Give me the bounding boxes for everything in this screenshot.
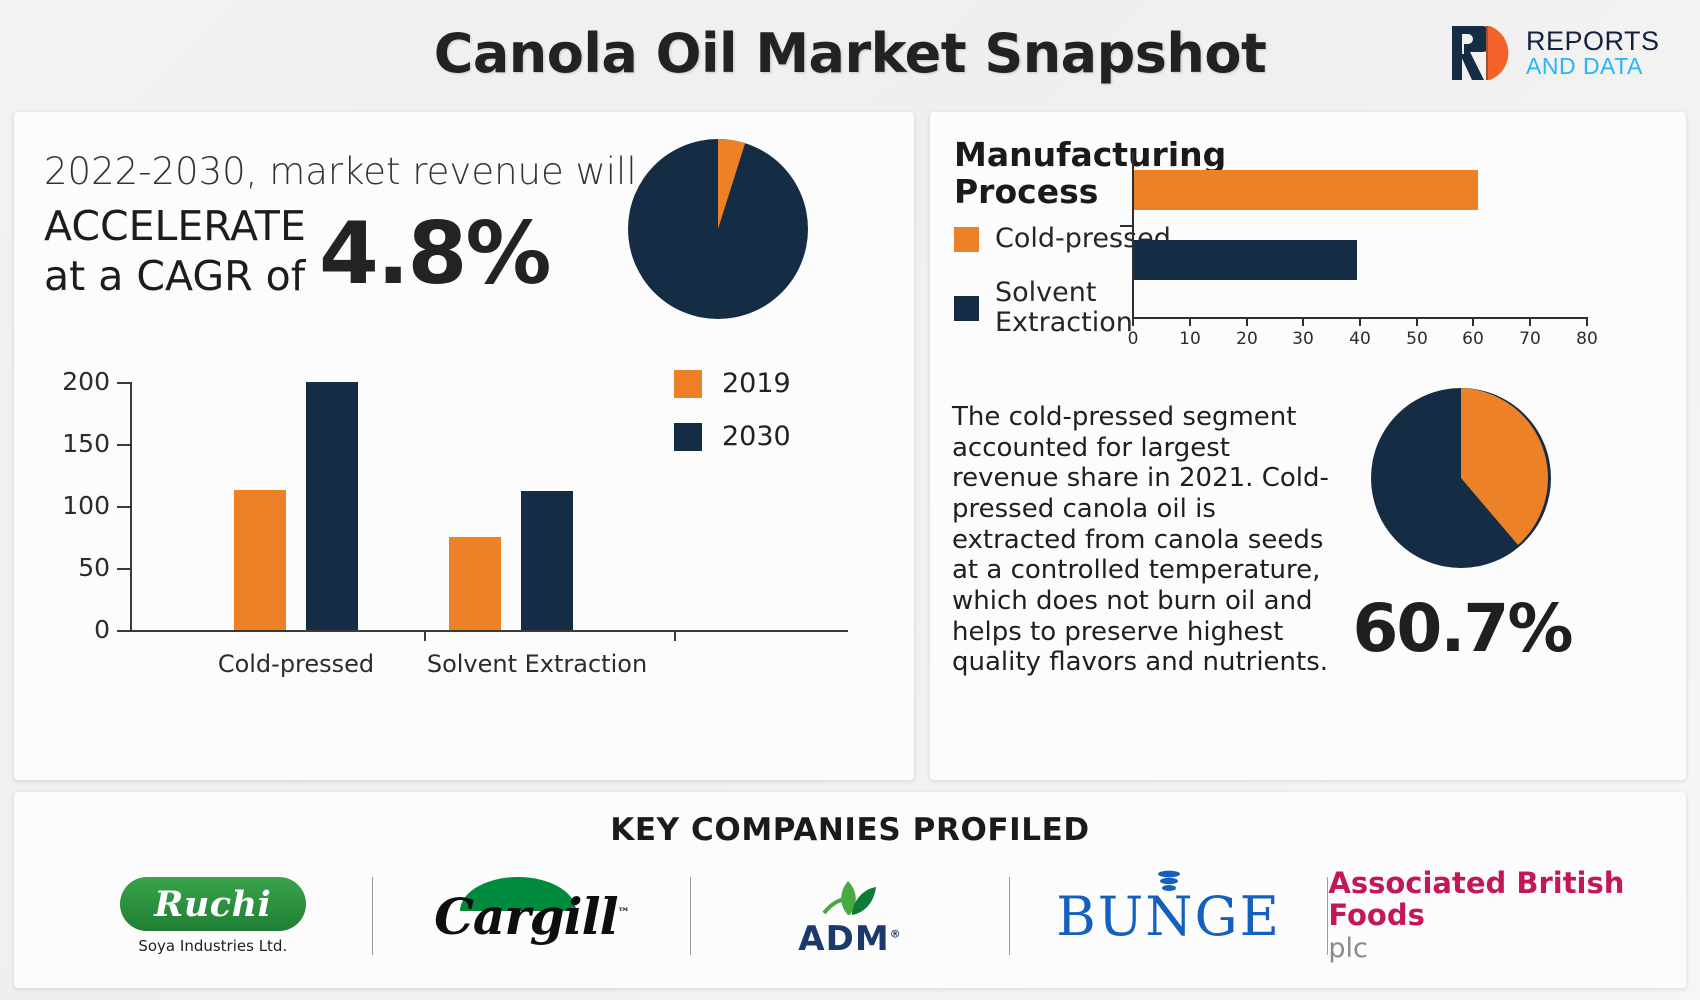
y-tick-label: 200 xyxy=(62,367,110,396)
h-x-tick-label: 70 xyxy=(1519,329,1541,349)
bar-2019-solvent-extraction xyxy=(449,537,501,630)
hbar-cold-pressed xyxy=(1134,170,1478,210)
company-logo-associated-british-foods[interactable]: Associated British Foods plc xyxy=(1328,860,1646,972)
legend-swatch-solvent-extraction xyxy=(954,295,979,321)
logo-divider xyxy=(1327,877,1329,955)
bar-2030-cold-pressed xyxy=(306,382,358,630)
y-tick-mark xyxy=(117,382,131,384)
key-companies-title: KEY COMPANIES PROFILED xyxy=(610,812,1090,848)
h-y-axis-line xyxy=(1132,152,1134,317)
legend-swatch-2019 xyxy=(674,369,702,398)
h-x-tick-mark xyxy=(1472,317,1474,326)
bunge-wheat-sheaf-icon xyxy=(1154,869,1184,895)
cagr-pie-chart xyxy=(627,138,809,320)
page-title: Canola Oil Market Snapshot xyxy=(433,22,1267,85)
x-tick-mark xyxy=(424,630,426,641)
y-tick-label: 100 xyxy=(62,491,110,520)
x-tick-mark xyxy=(674,630,676,641)
h-x-tick-mark xyxy=(1586,317,1588,326)
logo-divider xyxy=(690,877,692,955)
ruchi-subtitle: Soya Industries Ltd. xyxy=(138,937,288,955)
legend-item-2019: 2019 xyxy=(674,368,791,399)
h-x-tick-mark xyxy=(1302,317,1304,326)
company-logo-ruchi-soya[interactable]: Ruchi Soya Industries Ltd. xyxy=(54,860,372,972)
segment-description: The cold-pressed segment accounted for l… xyxy=(952,402,1329,678)
segment-share-value: 60.7% xyxy=(1352,590,1574,667)
legend-swatch-cold-pressed xyxy=(954,226,979,252)
cagr-value: 4.8% xyxy=(319,204,552,304)
company-logos-row: Ruchi Soya Industries Ltd. Cargill™ xyxy=(54,860,1646,972)
manufacturing-bar-chart: 0 10 20 30 40 50 60 70 80 xyxy=(1120,140,1656,349)
h-x-tick-mark xyxy=(1359,317,1361,326)
logo-divider xyxy=(1008,877,1010,955)
abf-logo-text: Associated British Foods xyxy=(1328,866,1625,932)
x-category-label-solvent-extraction: Solvent Extraction xyxy=(426,650,648,678)
brand-logo: REPORTS AND DATA xyxy=(1448,20,1678,86)
h-x-tick-mark xyxy=(1416,317,1418,326)
abf-plc-text: plc xyxy=(1328,932,1368,964)
manufacturing-process-title: Manufacturing Process xyxy=(954,135,1227,212)
y-tick-label: 50 xyxy=(78,553,110,582)
cagr-headline: 2022-2030, market revenue will xyxy=(44,150,637,193)
y-tick-label: 150 xyxy=(62,429,110,458)
y-tick-mark xyxy=(117,568,131,570)
cagr-accelerate-word: ACCELERATE xyxy=(44,202,306,250)
cagr-label: at a CAGR of xyxy=(44,252,306,300)
left-panel: 2022-2030, market revenue will ACCELERAT… xyxy=(14,112,914,780)
legend-item-2030: 2030 xyxy=(674,421,791,452)
legend-label-2030: 2030 xyxy=(722,421,791,452)
chart-legend: 2019 2030 xyxy=(674,368,791,474)
y-tick-mark xyxy=(117,630,131,632)
bunge-logo-text: BUNGE xyxy=(1056,884,1282,948)
logo-divider xyxy=(371,877,373,955)
company-logo-adm[interactable]: ADM® xyxy=(691,860,1009,972)
h-x-tick-label: 40 xyxy=(1349,329,1371,349)
h-x-tick-label: 20 xyxy=(1236,329,1258,349)
bar-2030-solvent-extraction xyxy=(521,491,573,630)
segment-share-pie-chart xyxy=(1370,387,1552,569)
brand-logo-text: REPORTS AND DATA xyxy=(1526,28,1660,78)
h-y-tick-mark xyxy=(1120,225,1132,227)
h-x-tick-label: 60 xyxy=(1462,329,1484,349)
rd-logo-icon xyxy=(1448,22,1520,84)
cargill-logo-text: Cargill™ xyxy=(434,886,629,946)
h-x-tick-label: 50 xyxy=(1406,329,1428,349)
adm-leaf-icon xyxy=(818,873,882,917)
y-tick-label: 0 xyxy=(94,615,110,644)
header: Canola Oil Market Snapshot REPORTS AND D… xyxy=(0,0,1700,105)
h-x-tick-mark xyxy=(1246,317,1248,326)
h-x-tick-mark xyxy=(1529,317,1531,326)
right-panel: Manufacturing Process Cold-pressed Solve… xyxy=(930,112,1686,780)
x-category-label-cold-pressed: Cold-pressed xyxy=(217,650,375,678)
h-x-tick-label: 80 xyxy=(1576,329,1598,349)
ruchi-logo-icon: Ruchi xyxy=(119,877,306,931)
h-x-tick-label: 10 xyxy=(1179,329,1201,349)
bar-2019-cold-pressed xyxy=(234,490,286,630)
legend-item-solvent-extraction: Solvent Extraction xyxy=(954,277,1204,339)
legend-label-solvent-extraction: Solvent Extraction xyxy=(995,277,1133,339)
key-companies-panel: KEY COMPANIES PROFILED Ruchi Soya Indust… xyxy=(14,792,1686,988)
logo-line-and-data: AND DATA xyxy=(1526,53,1643,79)
adm-logo-text: ADM® xyxy=(798,919,902,959)
revenue-bar-chart: 200 150 100 50 0 Cold-pressed Solvent Ex… xyxy=(34,362,874,762)
x-axis-line xyxy=(130,630,848,632)
y-tick-mark xyxy=(117,444,131,446)
legend-label-2019: 2019 xyxy=(722,368,791,399)
hbar-solvent-extraction xyxy=(1134,240,1357,280)
company-logo-bunge[interactable]: BUNGE xyxy=(1010,860,1328,972)
h-x-tick-mark xyxy=(1189,317,1191,326)
h-x-tick-label: 0 xyxy=(1127,329,1139,349)
h-x-tick-label: 30 xyxy=(1292,329,1314,349)
y-tick-mark xyxy=(117,506,131,508)
y-axis-line xyxy=(130,382,132,632)
h-x-tick-mark xyxy=(1132,317,1134,326)
logo-line-reports: REPORTS xyxy=(1526,26,1660,56)
company-logo-cargill[interactable]: Cargill™ xyxy=(373,860,691,972)
legend-swatch-2030 xyxy=(674,422,702,451)
